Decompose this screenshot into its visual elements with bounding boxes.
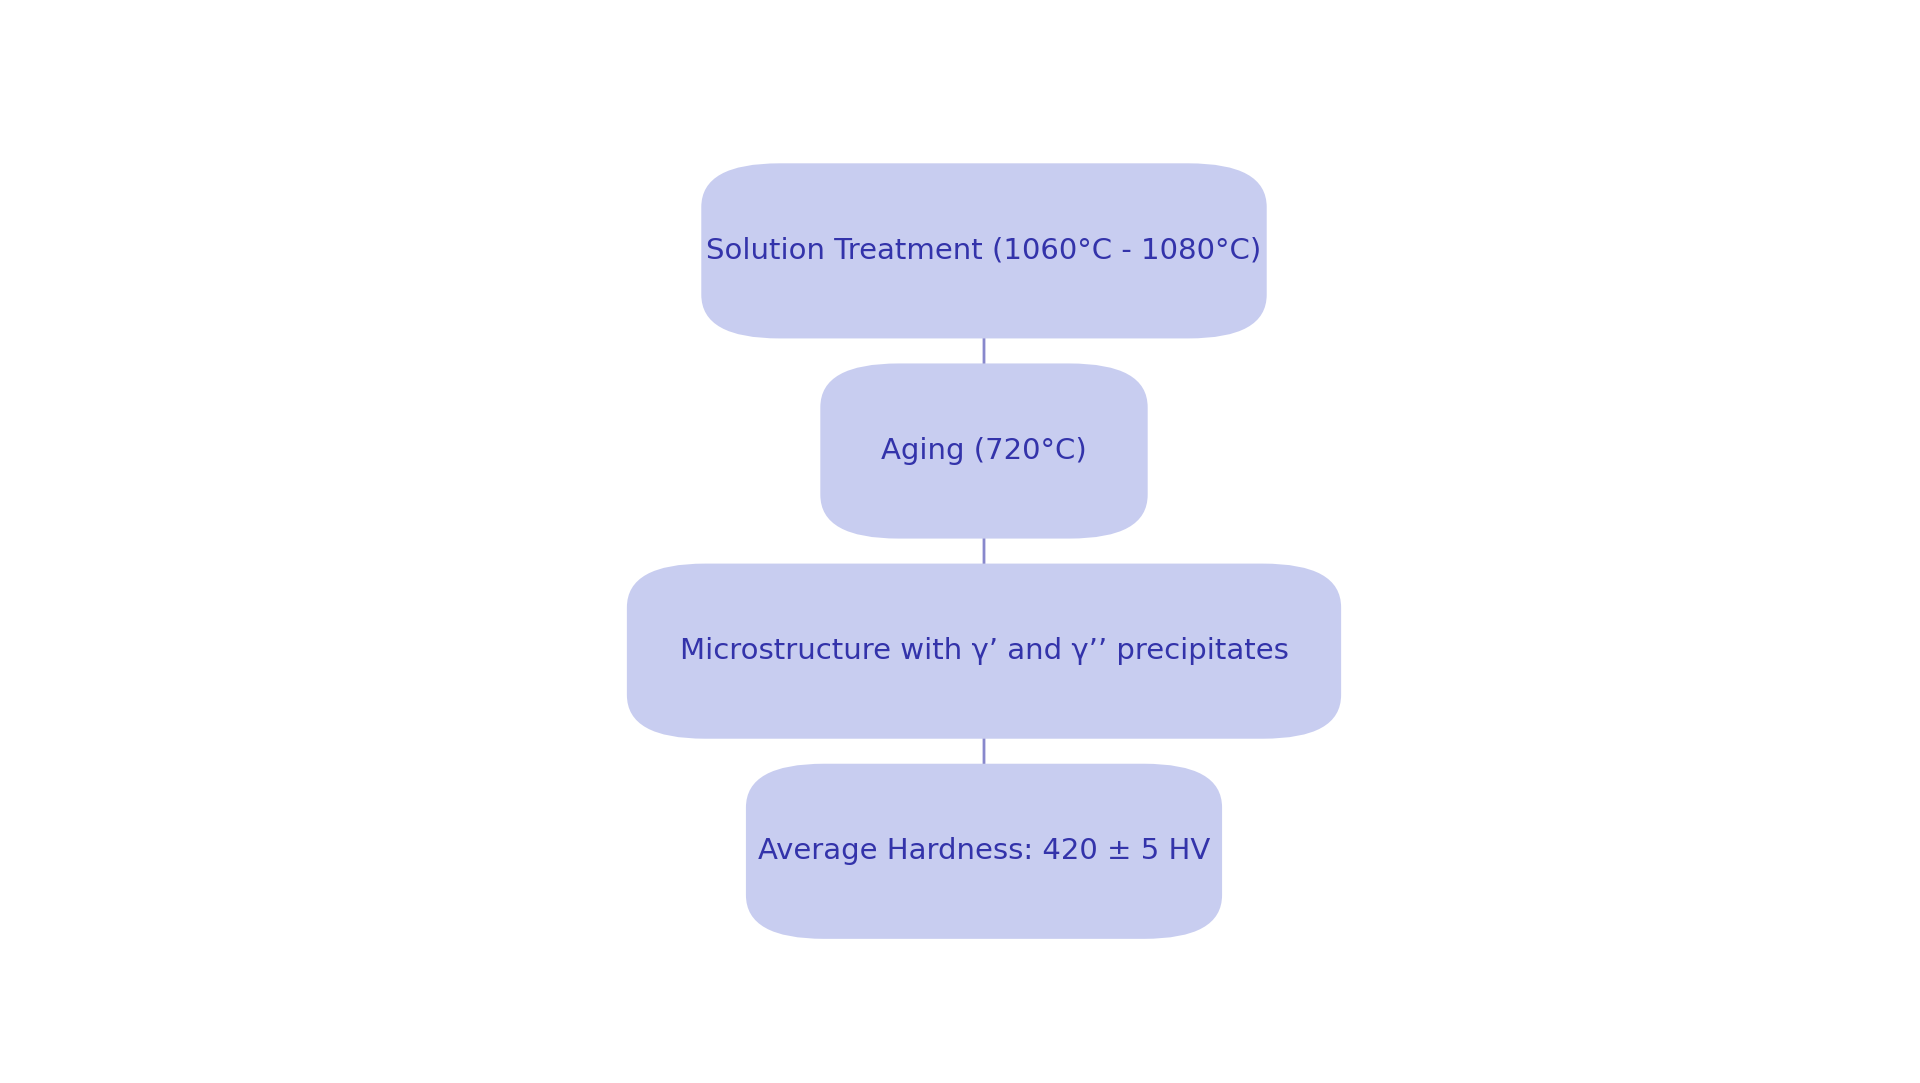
Text: Average Hardness: 420 ± 5 HV: Average Hardness: 420 ± 5 HV <box>758 837 1210 865</box>
FancyBboxPatch shape <box>820 364 1148 538</box>
FancyBboxPatch shape <box>701 164 1267 338</box>
FancyBboxPatch shape <box>626 563 1340 739</box>
Text: Solution Treatment (1060°C - 1080°C): Solution Treatment (1060°C - 1080°C) <box>707 237 1261 265</box>
Text: Aging (720°C): Aging (720°C) <box>881 438 1087 465</box>
FancyBboxPatch shape <box>745 764 1221 939</box>
Text: Microstructure with γ’ and γ’’ precipitates: Microstructure with γ’ and γ’’ precipita… <box>680 637 1288 665</box>
